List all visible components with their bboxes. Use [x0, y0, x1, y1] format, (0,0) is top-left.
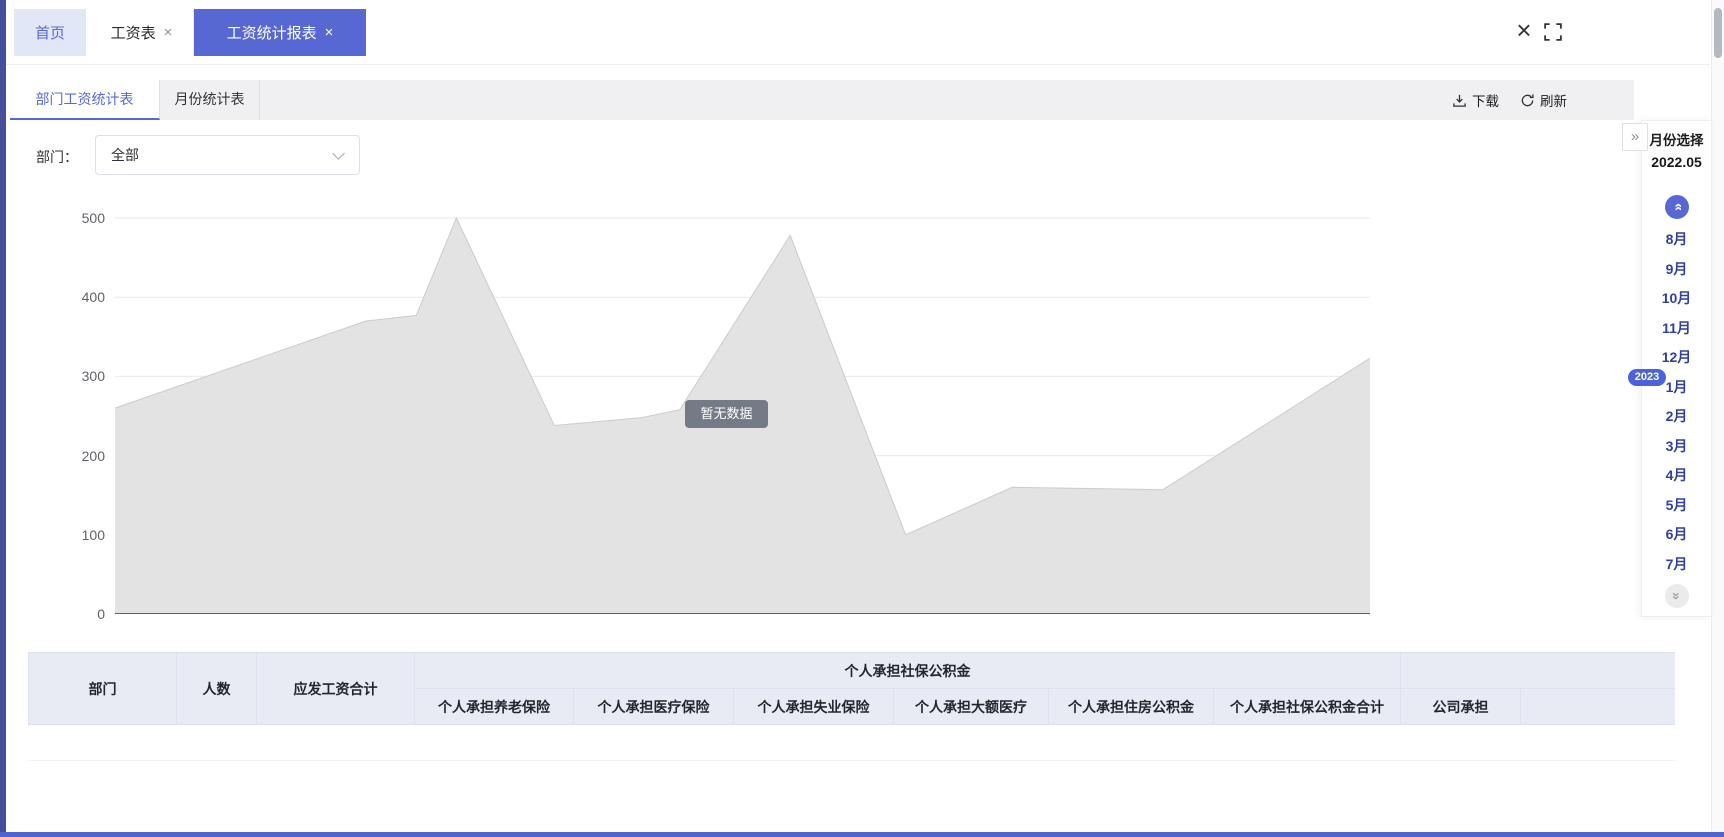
scrollbar-thumb[interactable] [1714, 8, 1722, 58]
group-header-company [1400, 652, 1675, 689]
dept-filter-label: 部门： [36, 149, 78, 165]
tab-salary-sheet[interactable]: 工资表 × [90, 9, 194, 56]
tab-salary-sheet-label: 工资表 [110, 25, 156, 42]
fullscreen-icon[interactable] [1544, 23, 1562, 41]
y-axis-label: 0 [97, 606, 105, 622]
month-item[interactable]: 2月 [1665, 408, 1688, 424]
month-item[interactable]: 12月 [1661, 349, 1692, 365]
tab-dept-salary-stats-label: 部门工资统计表 [35, 91, 134, 107]
table-row [28, 724, 1675, 761]
salary-table: 部门 人数 应发工资合计 个人承担社保公积金 个人承担养老保险 个人承担医疗保险… [28, 652, 1675, 761]
tab-month-stats-label: 月份统计表 [174, 91, 245, 107]
scrollbar-track [1711, 0, 1724, 837]
refresh-button[interactable]: 刷新 [1520, 88, 1567, 112]
left-edge-strip [0, 0, 6, 837]
group-header-personal: 个人承担社保公积金 [414, 652, 1401, 689]
month-item[interactable]: 3月 [1665, 437, 1688, 454]
y-axis: 0 100 200 300 400 500 [45, 190, 105, 650]
month-item[interactable]: 10月 [1661, 290, 1692, 306]
close-tab-icon[interactable]: × [324, 24, 334, 41]
y-axis-label: 500 [81, 210, 105, 226]
tab-month-stats[interactable]: 月份统计表 [160, 80, 260, 120]
year-badge: 2023 [1628, 369, 1666, 386]
col-header-unemployment: 个人承担失业保险 [733, 688, 894, 725]
col-header-major-medical: 个人承担大额医疗 [893, 688, 1049, 725]
month-item[interactable]: 9月 [1665, 260, 1688, 277]
month-item[interactable]: 7月 [1665, 555, 1688, 572]
dept-select[interactable]: 全部 [95, 135, 360, 175]
download-button[interactable]: 下载 [1452, 88, 1499, 112]
month-item[interactable]: 8月 [1665, 231, 1688, 247]
salary-area-chart: 0 100 200 300 400 500 暂无数据 [20, 190, 1420, 650]
y-axis-label: 300 [81, 368, 105, 385]
month-item[interactable]: 1月 [1665, 378, 1688, 395]
chevron-double-down-icon: » [1668, 592, 1685, 600]
scroll-up-button[interactable]: » [1664, 195, 1689, 219]
tab-salary-report-label: 工资统计报表 [226, 25, 317, 42]
y-axis-label: 100 [81, 526, 105, 543]
month-item[interactable]: 5月 [1665, 496, 1688, 513]
no-data-badge: 暂无数据 [685, 400, 768, 428]
col-header-dept: 部门 [28, 652, 177, 725]
close-icon[interactable]: × [1516, 15, 1532, 45]
refresh-label: 刷新 [1540, 94, 1567, 109]
col-header-personal-total: 个人承担社保公积金合计 [1213, 688, 1401, 725]
y-axis-label: 200 [81, 447, 105, 464]
col-header-gross-total: 应发工资合计 [256, 652, 415, 725]
col-header-pension: 个人承担养老保险 [414, 688, 574, 725]
chevron-down-icon [332, 147, 345, 160]
month-item[interactable]: 6月 [1665, 526, 1688, 542]
chevron-double-up-icon: » [1668, 203, 1685, 211]
tab-salary-report[interactable]: 工资统计报表 × [194, 9, 366, 56]
download-label: 下载 [1472, 94, 1499, 109]
col-header-clipped [1520, 688, 1675, 725]
tab-home[interactable]: 首页 [14, 9, 86, 56]
scroll-down-button[interactable]: » [1664, 584, 1689, 608]
month-panel-title: 月份选择 [1649, 133, 1704, 148]
col-header-company-part: 公司承担 [1400, 688, 1521, 725]
download-icon [1453, 94, 1466, 107]
dept-select-value: 全部 [111, 147, 139, 163]
close-tab-icon[interactable]: × [163, 24, 173, 41]
month-panel: » 月份选择 2022.05 » 8月 9月 10月 11月 12月 1月 2月 3月 4月 5月… [1622, 120, 1712, 617]
bottom-edge-strip [0, 832, 1724, 837]
salary-table-wrap: 部门 人数 应发工资合计 个人承担社保公积金 个人承担养老保险 个人承担医疗保险… [28, 652, 1675, 764]
month-item[interactable]: 4月 [1665, 467, 1688, 483]
col-header-housing-fund: 个人承担住房公积金 [1048, 688, 1214, 725]
top-tab-bar: 首页 工资表 × 工资统计报表 × × [6, 0, 1710, 65]
subtab-bar: 部门工资统计表 月份统计表 [10, 80, 1634, 120]
month-item[interactable]: 11月 [1662, 319, 1691, 336]
col-header-headcount: 人数 [176, 652, 257, 725]
collapse-panel-button[interactable]: » [1622, 123, 1648, 151]
tab-home-label: 首页 [34, 25, 65, 42]
empty-row [28, 724, 1675, 761]
tab-dept-salary-stats[interactable]: 部门工资统计表 [10, 80, 160, 120]
col-header-medical: 个人承担医疗保险 [573, 688, 734, 725]
refresh-icon [1521, 93, 1534, 106]
y-axis-label: 400 [81, 289, 105, 306]
current-month: 2022.05 [1651, 154, 1702, 170]
